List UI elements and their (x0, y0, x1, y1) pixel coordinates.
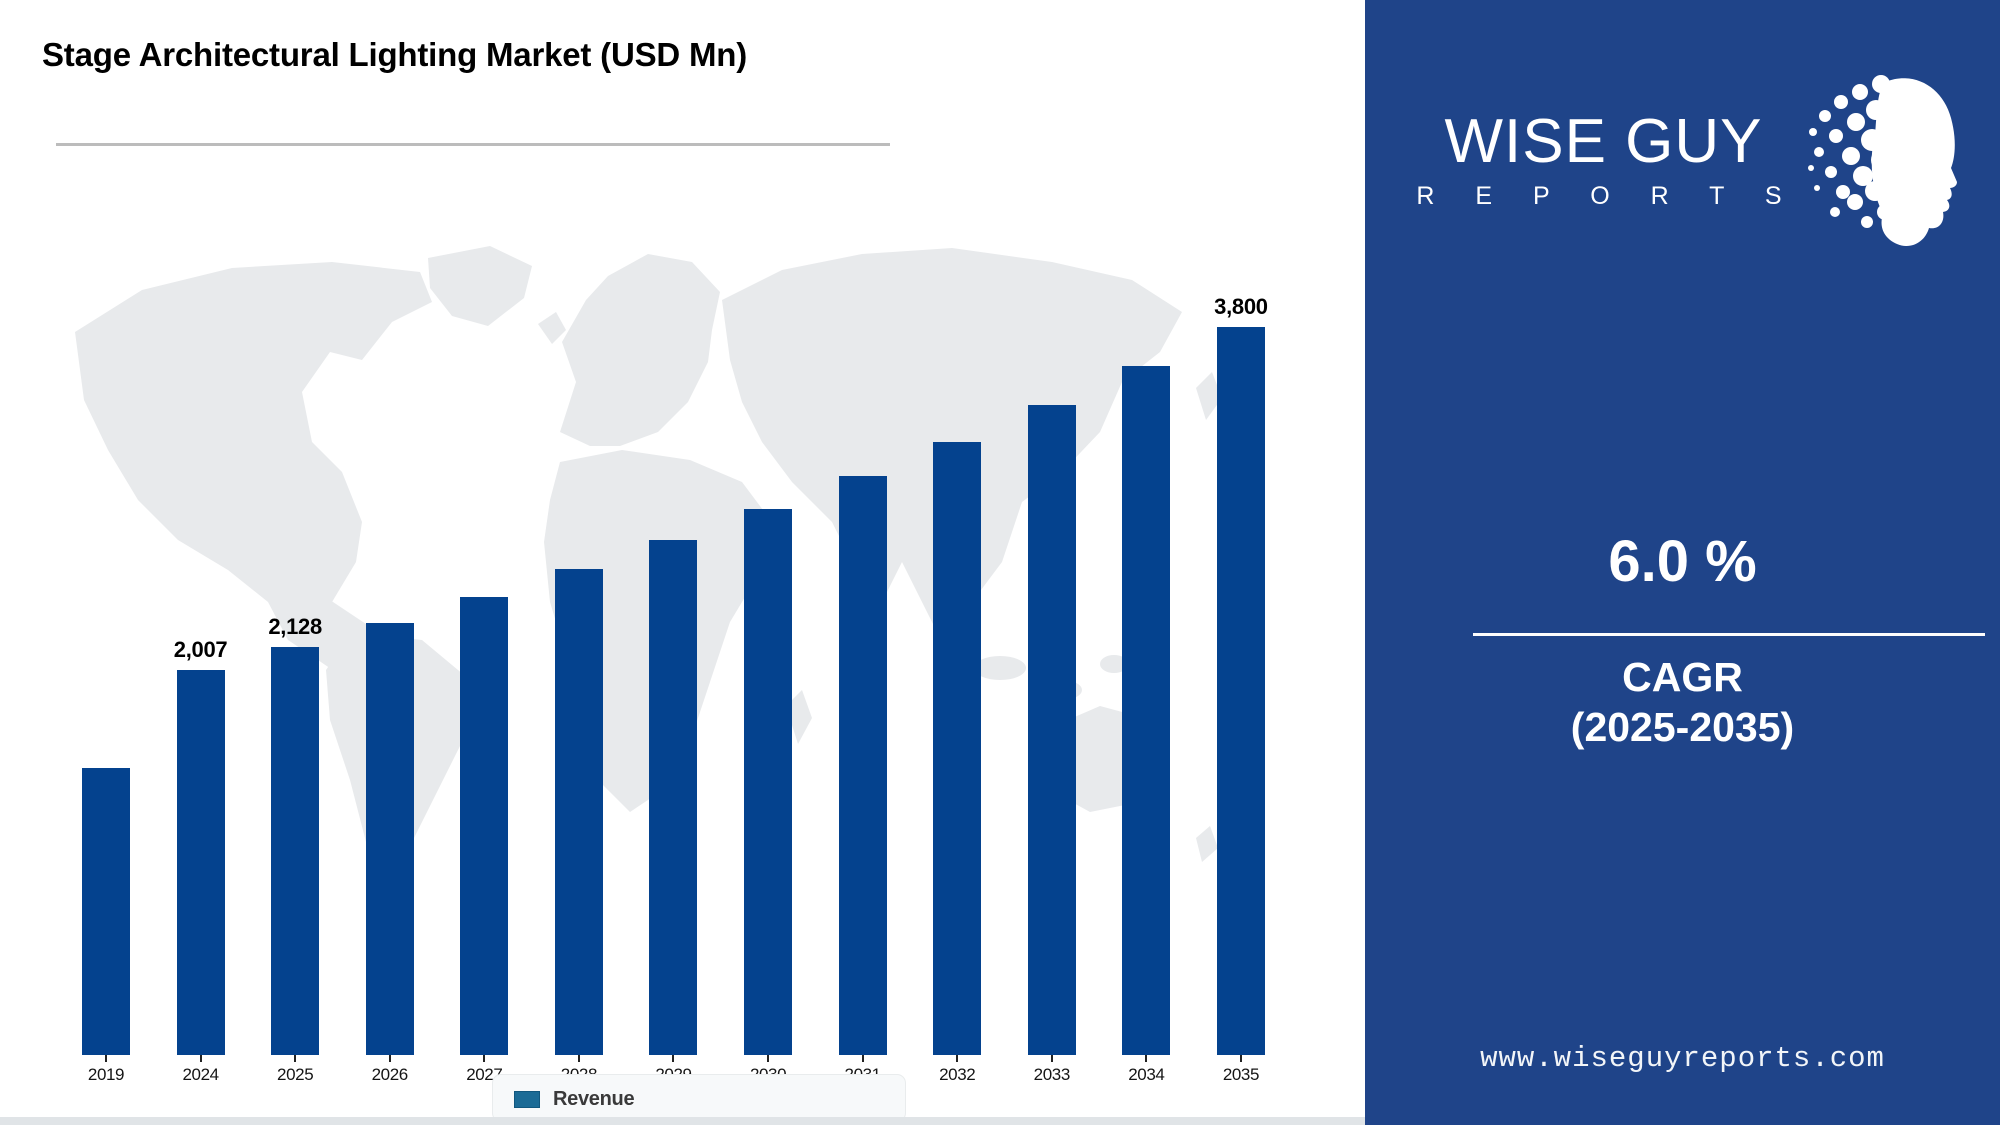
wise-guy-reports-logo: WISE GUY R E P O R T S (1365, 70, 2000, 252)
tick-label: 2024 (182, 1065, 219, 1084)
chart-title: Stage Architectural Lighting Market (USD… (42, 36, 748, 73)
bar-slot-2025: 2,128 (268, 250, 322, 1055)
tick-mark (294, 1055, 297, 1062)
logo-subtitle: R E P O R T S (1416, 182, 1799, 210)
logo-wordmark: WISE GUY (1444, 107, 1763, 176)
bar-2027[interactable] (460, 596, 509, 1055)
tick-label: 2026 (371, 1065, 409, 1084)
tick-label: 2019 (87, 1065, 125, 1084)
tick-mark (199, 1055, 202, 1062)
bar-slot-2032 (933, 250, 982, 1055)
bar-plot: 2,007 2,128 3,800 (82, 250, 1268, 1055)
bottom-edge-strip (0, 1117, 1365, 1125)
bar-slot-2030 (744, 250, 793, 1055)
bar-value-label-2035: 3,800 (1214, 293, 1268, 319)
bar-value-label-2025: 2,128 (268, 614, 322, 640)
x-tick-2033: 2033 (1028, 1055, 1076, 1085)
bar-2030[interactable] (744, 509, 793, 1055)
x-tick-2032: 2032 (933, 1055, 981, 1085)
legend-item-revenue[interactable]: Revenue (514, 1084, 635, 1114)
bar-2031[interactable] (838, 476, 887, 1055)
sidebar-divider (1473, 633, 1985, 636)
tick-mark (105, 1055, 107, 1062)
cagr-value: 6.0 % (1608, 529, 1757, 594)
bar-2032[interactable] (933, 441, 982, 1055)
world-map-watermark (75, 246, 1222, 1112)
x-tick-2026: 2026 (366, 1055, 414, 1085)
bar-slot-2035: 3,800 (1214, 250, 1268, 1055)
x-tick-2035: 2035 (1217, 1055, 1265, 1085)
bar-2029[interactable] (649, 540, 698, 1055)
bar-2026[interactable] (365, 622, 414, 1055)
legend-swatch-icon (514, 1090, 540, 1108)
x-tick-2024: 2024 (177, 1055, 225, 1085)
x-tick-2034: 2034 (1122, 1055, 1170, 1085)
x-axis: 2019202420252026202720282029203020312032… (82, 1055, 1265, 1085)
cagr-label-block: CAGR (2025-2035) (1365, 652, 2000, 752)
tick-mark (483, 1055, 486, 1062)
bar-slot-2031 (838, 250, 887, 1055)
legend-background (492, 1074, 906, 1122)
bar-2019[interactable] (82, 767, 130, 1055)
website-url[interactable]: www.wiseguyreports.com (1480, 1042, 1885, 1075)
bar-value-label-2024: 2,007 (173, 637, 228, 663)
bar-slot-2026 (365, 250, 414, 1055)
x-tick-2025: 2025 (271, 1055, 319, 1085)
chart-panel: Stage Architectural Lighting Market (USD… (0, 36, 1365, 1125)
tick-label: 2035 (1222, 1065, 1260, 1084)
tick-label: 2032 (939, 1065, 976, 1084)
tick-mark (672, 1055, 675, 1062)
tick-label: 2025 (277, 1065, 314, 1084)
bar-slot-2019 (82, 250, 130, 1055)
tick-mark (1050, 1055, 1053, 1062)
bar-slot-2024: 2,007 (173, 250, 228, 1055)
bar-slot-2028 (554, 250, 603, 1055)
logo-text: WISE GUY R E P O R T S (1408, 111, 1798, 211)
tick-label: 2034 (1128, 1065, 1165, 1084)
tick-mark (388, 1055, 391, 1062)
dotted-head-logo-icon (1807, 75, 1957, 247)
tick-mark (767, 1055, 770, 1062)
bar-2034[interactable] (1122, 365, 1171, 1055)
bar-2033[interactable] (1027, 404, 1076, 1055)
bar-2035[interactable] (1216, 326, 1265, 1055)
bar-2024[interactable] (176, 670, 225, 1055)
tick-mark (1239, 1055, 1242, 1062)
bar-slot-2029 (649, 250, 698, 1055)
legend-label: Revenue (553, 1087, 635, 1110)
bar-slot-2034 (1122, 250, 1171, 1055)
tick-label: 2033 (1033, 1065, 1071, 1084)
x-tick-2019: 2019 (82, 1055, 130, 1085)
sidebar: WISE GUY R E P O R T S (1365, 0, 2000, 1125)
tick-mark (1145, 1055, 1148, 1062)
title-underline (56, 143, 890, 146)
bar-2028[interactable] (554, 569, 603, 1055)
tick-mark (956, 1055, 959, 1062)
tick-mark (861, 1055, 864, 1062)
cagr-range: (2025-2035) (1570, 704, 1795, 751)
cagr-label: CAGR (1622, 654, 1743, 700)
bar-2025[interactable] (271, 647, 320, 1055)
tick-mark (577, 1055, 580, 1062)
bar-slot-2033 (1027, 250, 1076, 1055)
bar-slot-2027 (460, 250, 509, 1055)
